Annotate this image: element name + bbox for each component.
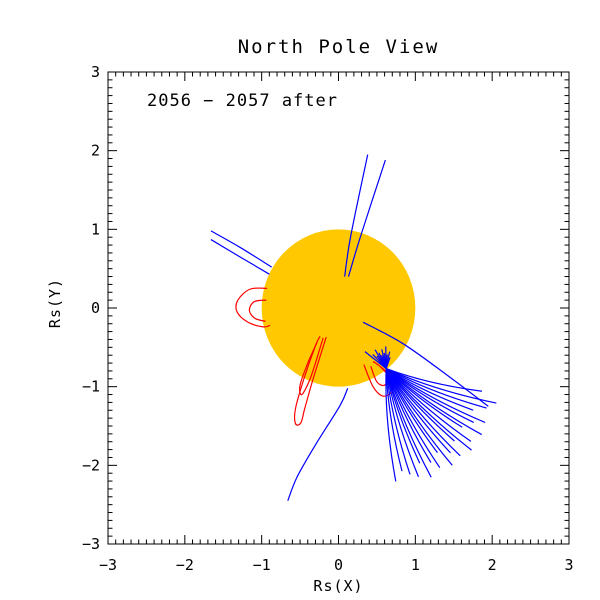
closed-field-line bbox=[235, 287, 271, 328]
open-field-line bbox=[344, 154, 369, 277]
open-field-line bbox=[362, 321, 489, 407]
y-tick-label: 2 bbox=[91, 142, 100, 160]
y-tick-label: 1 bbox=[91, 220, 100, 238]
plot-title: North Pole View bbox=[237, 36, 440, 58]
x-tick-label: 3 bbox=[564, 556, 573, 574]
y-tick-label: −1 bbox=[82, 378, 100, 396]
x-tick-label: −1 bbox=[253, 556, 271, 574]
y-tick-label: 0 bbox=[91, 299, 100, 317]
x-tick-label: −3 bbox=[99, 556, 117, 574]
open-field-line bbox=[210, 239, 270, 275]
open-field-fan-line bbox=[385, 357, 397, 482]
y-tick-label: −2 bbox=[82, 456, 100, 474]
sun-disk bbox=[261, 229, 416, 387]
x-tick-label: −2 bbox=[176, 556, 194, 574]
open-field-line bbox=[210, 230, 272, 268]
x-tick-label: 0 bbox=[334, 556, 343, 574]
x-axis-label: Rs(X) bbox=[313, 577, 364, 595]
x-tick-label: 1 bbox=[411, 556, 420, 574]
open-field-line bbox=[287, 387, 349, 501]
closed-field-line bbox=[294, 336, 327, 426]
y-tick-label: 3 bbox=[91, 63, 100, 81]
plot-annotation: 2056 − 2057 after bbox=[147, 91, 338, 111]
open-field-line bbox=[347, 159, 386, 277]
closed-field-line bbox=[299, 337, 324, 396]
y-tick-label: −3 bbox=[82, 535, 100, 553]
closed-field-line bbox=[248, 299, 267, 322]
x-tick-label: 2 bbox=[488, 556, 497, 574]
